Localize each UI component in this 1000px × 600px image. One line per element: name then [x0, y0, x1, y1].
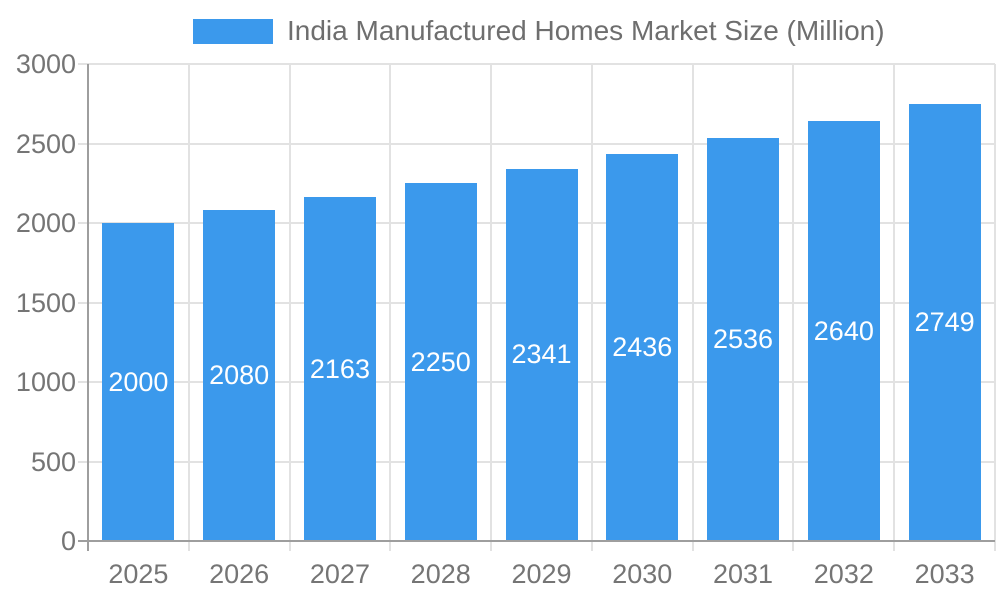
x-axis-label: 2028	[410, 559, 471, 589]
x-axis-line	[78, 540, 995, 542]
bar[interactable]: 2250	[404, 183, 477, 541]
legend-label: India Manufactured Homes Market Size (Mi…	[287, 15, 885, 46]
y-axis-label: 2500	[15, 128, 76, 159]
x-gridline	[691, 64, 694, 551]
y-gridline	[78, 63, 995, 65]
bar[interactable]: 2536	[707, 137, 780, 541]
x-gridline	[590, 64, 593, 551]
x-axis-label: 2025	[108, 559, 169, 589]
bar-value-label: 2080	[209, 360, 270, 391]
bar-value-label: 2163	[309, 353, 370, 384]
bar[interactable]: 2749	[908, 103, 981, 541]
bar-value-label: 2536	[713, 323, 774, 354]
chart-legend[interactable]: India Manufactured Homes Market Size (Mi…	[193, 17, 885, 45]
x-axis-label: 2026	[209, 559, 270, 589]
x-gridline	[389, 64, 392, 551]
legend-swatch-icon	[193, 18, 273, 44]
bar[interactable]: 2341	[505, 168, 578, 541]
bar-value-label: 2250	[410, 346, 471, 377]
x-axis-label: 2027	[309, 559, 370, 589]
bar-value-label: 2640	[813, 315, 874, 346]
y-axis-label: 500	[30, 446, 76, 477]
x-gridline	[490, 64, 493, 551]
bar[interactable]: 2000	[102, 223, 175, 541]
bar-value-label: 2436	[612, 331, 673, 362]
bar[interactable]: 2080	[203, 210, 276, 541]
x-axis-label: 2033	[914, 559, 975, 589]
x-gridline	[994, 64, 996, 551]
x-gridline	[792, 64, 795, 551]
bar-value-label: 2749	[914, 306, 975, 337]
y-axis-label: 0	[60, 526, 76, 556]
x-gridline	[288, 64, 291, 551]
y-axis-label: 1500	[15, 287, 76, 318]
bar[interactable]: 2640	[807, 121, 880, 541]
x-gridline	[893, 64, 896, 551]
bar[interactable]: 2436	[606, 153, 679, 541]
y-axis-label: 1000	[15, 367, 76, 397]
y-axis-label: 3000	[15, 49, 76, 79]
x-axis-label: 2032	[813, 559, 874, 589]
bar-value-label: 2000	[108, 366, 169, 397]
bar[interactable]: 2163	[303, 197, 376, 541]
x-gridline	[187, 64, 190, 551]
x-axis-label: 2030	[612, 559, 673, 589]
x-axis-label: 2031	[713, 559, 774, 589]
y-axis-line	[87, 64, 89, 551]
bar-value-label: 2341	[511, 339, 572, 370]
y-axis-label: 2000	[15, 208, 76, 238]
x-axis-label: 2029	[511, 559, 572, 589]
